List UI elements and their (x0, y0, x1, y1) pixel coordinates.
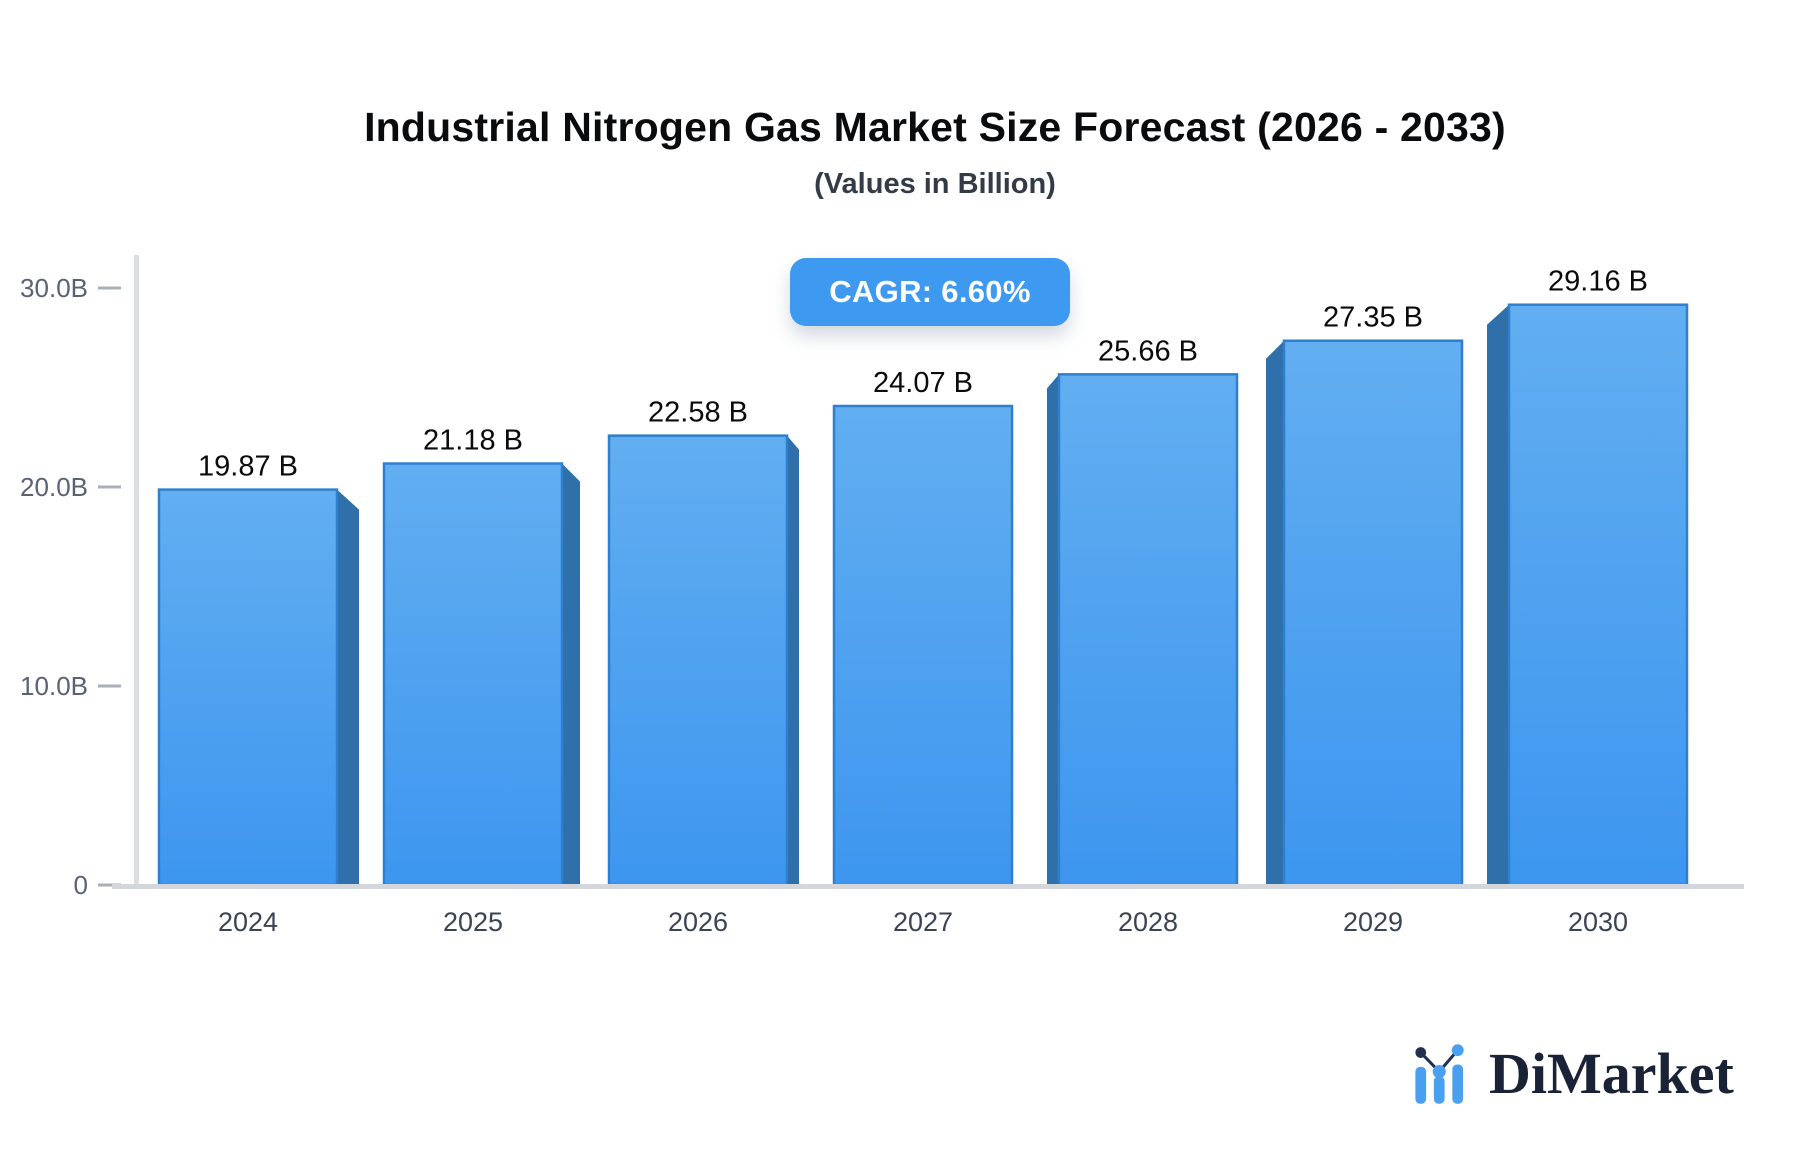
logo: DiMarket (1413, 1038, 1734, 1110)
y-axis-label: 20.0B (20, 472, 88, 502)
x-axis-label: 2029 (1343, 907, 1403, 937)
chart-title: Industrial Nitrogen Gas Market Size Fore… (364, 104, 1506, 150)
chart-subtitle: (Values in Billion) (814, 168, 1056, 200)
bar-2030 (1507, 303, 1689, 887)
bar-value-label: 27.35 B (1323, 302, 1423, 334)
bar-side-panel (1266, 340, 1284, 885)
bar-side-panel (337, 489, 359, 885)
x-axis-label: 2024 (218, 907, 278, 937)
bar-2029 (1282, 339, 1464, 887)
logo-text: DiMarket (1489, 1041, 1734, 1106)
bar-value-label: 19.87 B (198, 451, 298, 483)
bar-value-label: 21.18 B (423, 425, 523, 457)
bar-2028 (1057, 373, 1239, 887)
cagr-badge-label: CAGR: 6.60% (829, 274, 1031, 309)
bar-chart-trend-icon (1415, 1044, 1464, 1104)
y-axis-label: 10.0B (20, 671, 88, 701)
x-axis-label: 2030 (1568, 907, 1628, 937)
bar-2027 (832, 404, 1014, 887)
x-axis-label: 2026 (668, 907, 728, 937)
bar-2025 (382, 462, 564, 887)
x-axis-label: 2028 (1118, 907, 1178, 937)
bar-value-label: 24.07 B (873, 367, 973, 399)
bar-side-panel (562, 463, 580, 885)
bar-side-panel (1487, 304, 1509, 885)
bar-value-label: 29.16 B (1548, 266, 1648, 298)
x-axis-label: 2027 (893, 907, 953, 937)
plot-area: 0 10.0B 20.0B 30.0B 19.87 B 2024 21.18 B 2025 22… (20, 255, 1744, 937)
y-axis-label: 0 (74, 870, 88, 900)
x-axis-label: 2025 (443, 907, 503, 937)
bar-side-panel (787, 435, 799, 885)
bar-2026 (607, 434, 789, 887)
bar-2024 (157, 488, 339, 887)
bar-side-panel (1047, 374, 1059, 885)
cagr-badge: CAGR: 6.60% (790, 258, 1070, 326)
bar-value-label: 25.66 B (1098, 335, 1198, 367)
y-axis-label: 30.0B (20, 273, 88, 303)
bar-value-label: 22.58 B (648, 397, 748, 429)
